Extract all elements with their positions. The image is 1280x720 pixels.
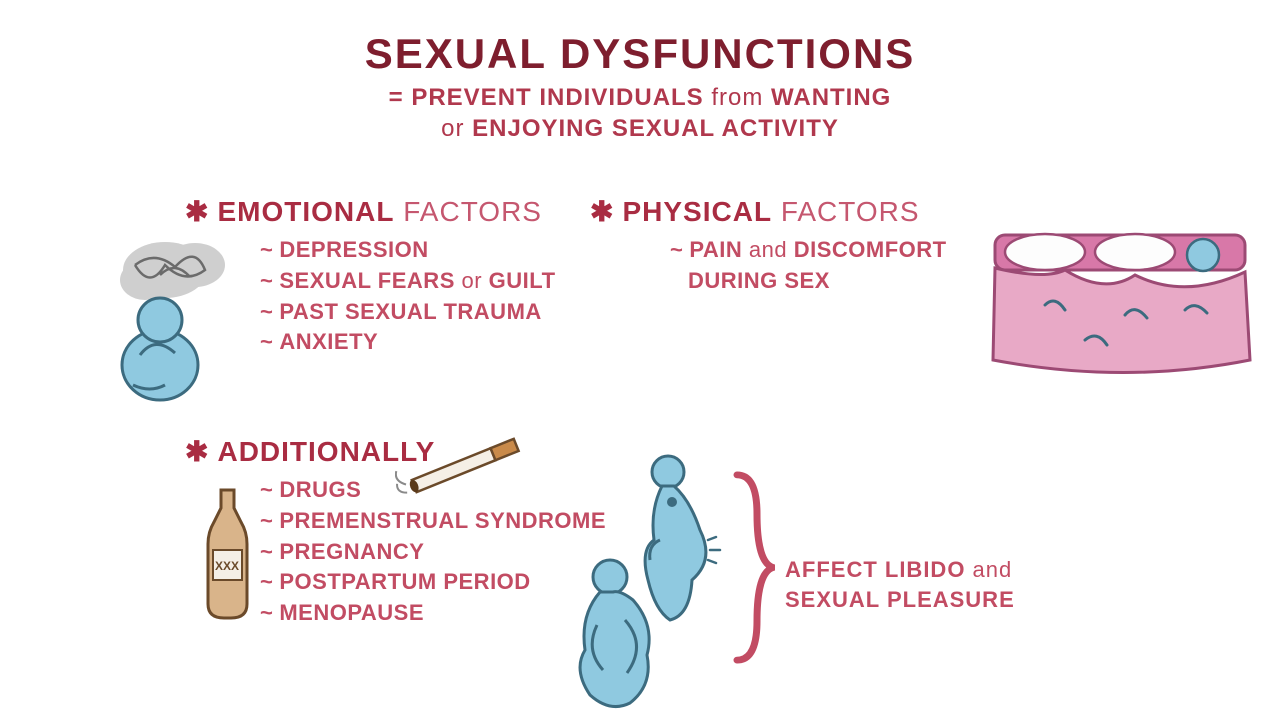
list-item: ~ANXIETY (260, 327, 556, 358)
physical-list: ~PAIN and DISCOMFORT DURING SEX (670, 235, 947, 297)
cigarette-icon (395, 435, 535, 495)
emotional-header-bold: EMOTIONAL (217, 196, 394, 227)
result-line2: SEXUAL PLEASURE (785, 587, 1015, 612)
list-item: ~PAIN and DISCOMFORT (670, 235, 947, 266)
list-item: ~SEXUAL FEARS or GUILT (260, 266, 556, 297)
asterisk-icon: ✱ (590, 196, 614, 227)
emotional-header-light: FACTORS (394, 196, 542, 227)
sad-figure-icon (105, 235, 255, 405)
physical-header: ✱ PHYSICAL FACTORS (590, 195, 920, 228)
result-line1: AFFECT LIBIDO and (785, 557, 1012, 582)
page-title-text: SEXUAL DYSFUNCTIONS (365, 30, 916, 77)
result-text: AFFECT LIBIDO and SEXUAL PLEASURE (785, 555, 1015, 614)
asterisk-icon: ✱ (185, 196, 209, 227)
list-item: DURING SEX (670, 266, 947, 297)
list-item: ~PAST SEXUAL TRAUMA (260, 297, 556, 328)
list-item: ~DEPRESSION (260, 235, 556, 266)
emotional-list: ~DEPRESSION ~SEXUAL FEARS or GUILT ~PAST… (260, 235, 556, 358)
pregnant-figure-icon (555, 555, 675, 715)
list-item: ~PREMENSTRUAL SYNDROME (260, 506, 606, 537)
subtitle-line1: = PREVENT INDIVIDUALS from WANTING (389, 84, 892, 111)
page-title: SEXUAL DYSFUNCTIONS (0, 30, 1280, 78)
brace-icon (725, 470, 775, 665)
emotional-header: ✱ EMOTIONAL FACTORS (185, 195, 542, 228)
physical-header-bold: PHYSICAL (622, 196, 772, 227)
subtitle-line2: or ENJOYING SEXUAL ACTIVITY (441, 115, 839, 142)
asterisk-icon: ✱ (185, 436, 209, 467)
bottle-icon: XXX (195, 485, 260, 625)
physical-header-light: FACTORS (772, 196, 920, 227)
bed-icon (985, 210, 1265, 390)
svg-text:XXX: XXX (215, 559, 239, 573)
page-subtitle: = PREVENT INDIVIDUALS from WANTING or EN… (0, 82, 1280, 144)
